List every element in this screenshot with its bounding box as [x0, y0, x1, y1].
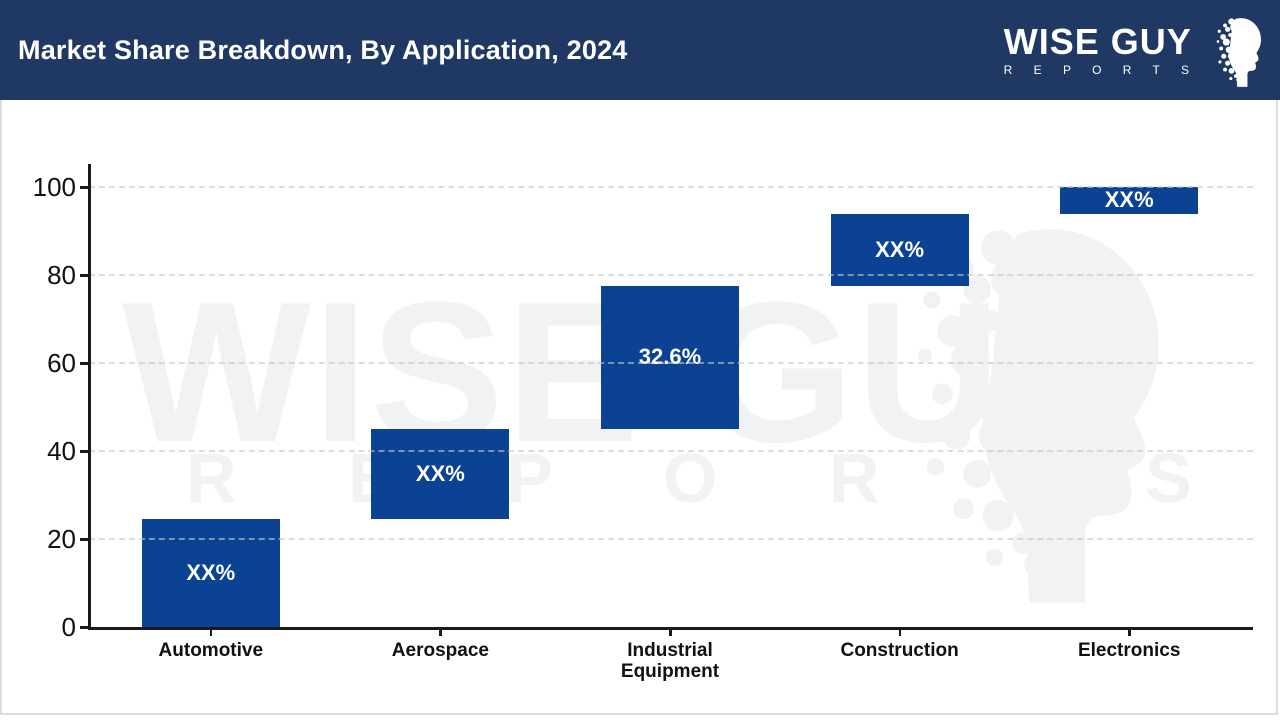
wise-guy-reports-logo: WISE GUY R E P O R T S: [998, 0, 1266, 100]
logo-brand-name: WISE GUY: [1003, 21, 1192, 62]
y-tick-label: 20: [47, 524, 76, 554]
x-tick: [669, 627, 672, 636]
bar: XX%: [141, 519, 280, 627]
bar: XX%: [371, 429, 510, 520]
y-tick-label: 80: [47, 260, 76, 290]
logo-brand-subtitle: R E P O R T S: [1003, 63, 1198, 77]
y-gridline: [89, 362, 1253, 364]
x-category-label: Construction: [840, 640, 959, 661]
x-tick: [898, 627, 902, 636]
bar: XX%: [830, 213, 969, 286]
y-gridline: [89, 274, 1253, 276]
y-tick: [80, 450, 89, 453]
bar-value-label: XX%: [1104, 187, 1154, 213]
y-tick-label: 40: [47, 436, 76, 466]
y-tick: [80, 186, 89, 189]
y-gridline: [89, 450, 1253, 452]
y-gridline: [89, 538, 1253, 540]
x-category-label: Automotive: [158, 640, 264, 661]
x-axis-line: [88, 627, 1253, 630]
bar-value-label: 32.6%: [638, 344, 702, 370]
x-tick: [1128, 627, 1131, 636]
y-axis-line: [88, 164, 91, 629]
bar-value-label: XX%: [875, 236, 925, 262]
bar-value-label: XX%: [415, 461, 465, 487]
page-title: Market Share Breakdown, By Application, …: [18, 34, 628, 65]
x-category-label: Industrial Equipment: [620, 640, 720, 682]
y-tick: [80, 626, 89, 629]
head-silhouette-icon: [1202, 13, 1266, 91]
logo-text: WISE GUY R E P O R T S: [998, 21, 1198, 78]
watermark-head-icon: [838, 212, 1186, 614]
bar: 32.6%: [601, 285, 739, 429]
x-tick: [439, 627, 442, 636]
y-gridline: [89, 186, 1253, 188]
y-tick: [80, 362, 89, 365]
y-tick-label: 0: [61, 612, 76, 642]
y-tick: [80, 538, 89, 541]
bar: XX%: [1060, 187, 1199, 214]
bar-value-label: XX%: [186, 560, 236, 586]
header-band: Market Share Breakdown, By Application, …: [0, 0, 1280, 100]
x-category-label: Aerospace: [391, 640, 489, 661]
y-tick: [80, 274, 89, 277]
x-tick: [209, 627, 213, 636]
y-tick-label: 60: [47, 348, 76, 378]
x-category-label: Electronics: [1077, 640, 1181, 661]
y-tick-label: 100: [32, 172, 76, 202]
